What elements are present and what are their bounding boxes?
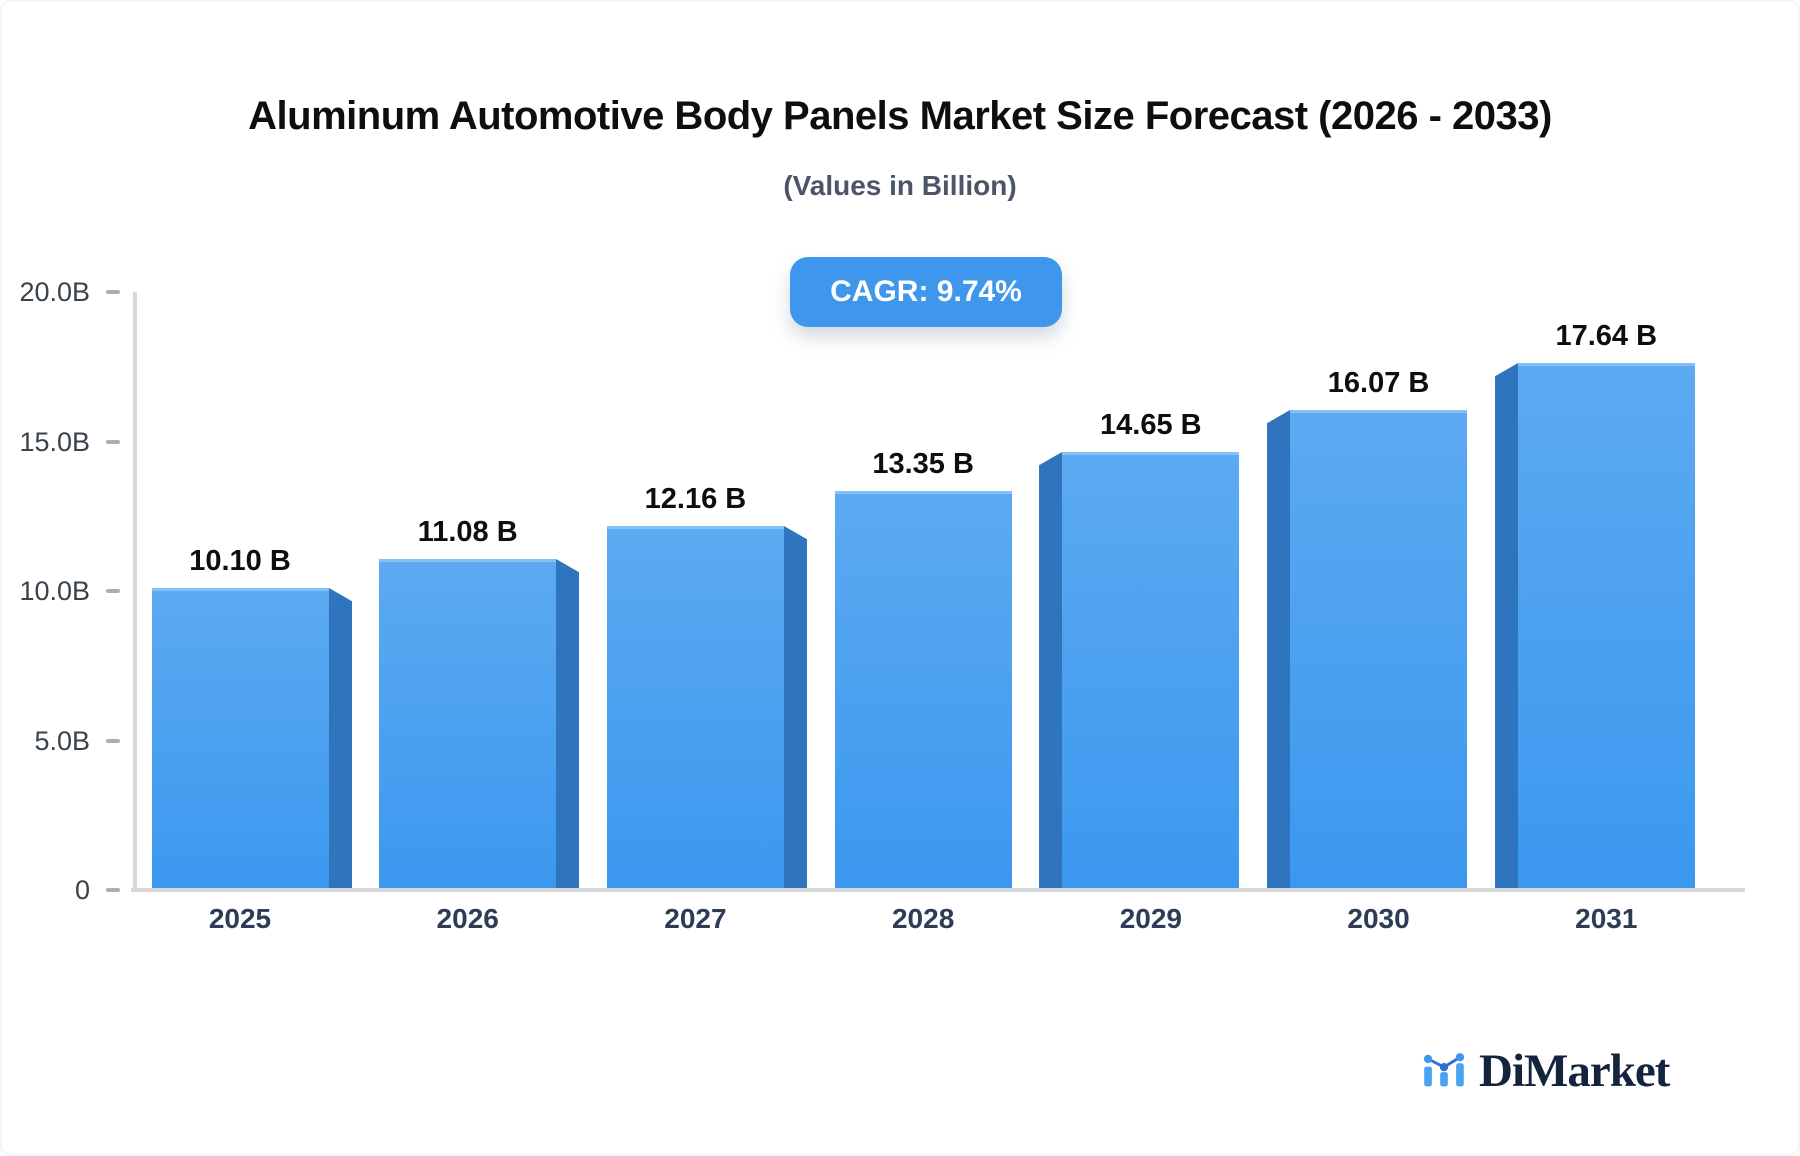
bar-2029 [1039,451,1262,890]
x-axis-tick-label: 2031 [1575,903,1638,934]
bar-face [606,526,784,890]
brand-logo: DiMarket [1422,1036,1670,1106]
bar-3d-side [1039,451,1063,890]
y-axis-tick-label: 10.0B [19,576,90,606]
bar-2025 [129,588,352,890]
x-axis-tick-label: 2025 [208,903,272,934]
y-axis-tick-label: 15.0B [19,426,90,457]
bar-3d-side [1267,409,1291,890]
x-axis-line [131,888,1745,892]
y-axis-tick-label: 20.0B [19,277,90,307]
bar-face [379,558,557,890]
chart-subtitle: (Values in Billion) [783,170,1017,201]
chart-title: Aluminum Automotive Body Panels Market S… [248,94,1552,138]
bar-3d-side [556,558,580,890]
bar-line-chart-icon [1423,1053,1465,1087]
bar-face [1517,362,1695,890]
bar-value-label: 12.16 B [644,483,747,516]
x-axis-tick-label: 2028 [891,903,955,934]
bar-2028 [812,490,1035,890]
bar-value-label: 10.10 B [189,545,291,577]
bar-3d-side [783,526,807,890]
bar-2030 [1267,409,1490,890]
bar-face [1290,409,1468,890]
cagr-badge: CAGR: 9.74% [790,257,1062,327]
cagr-badge-label: CAGR: 9.74% [830,275,1022,308]
bar-3d-side [1494,362,1518,890]
bar-3d-side [328,588,352,890]
x-axis-tick-label: 2027 [664,903,727,934]
bar-value-label: 14.65 B [1100,408,1202,441]
bar-2026 [356,558,580,890]
bar-face [834,490,1012,890]
bar-face [151,588,329,890]
bar-value-label: 13.35 B [872,447,974,480]
bar-value-label: 17.64 B [1555,319,1658,352]
y-axis-tick-mark [106,439,120,444]
x-axis-tick-label: 2030 [1347,903,1410,934]
y-axis-tick-mark [106,589,120,593]
bar-2031 [1494,362,1718,890]
x-axis-tick-label: 2026 [436,903,499,934]
bar-value-label: 16.07 B [1327,366,1430,399]
bar-2027 [584,526,807,890]
y-axis-tick-mark [106,888,120,892]
y-axis-tick-mark [106,738,120,743]
x-axis-tick-label: 2029 [1119,903,1182,934]
y-axis-tick-mark [106,290,120,294]
brand-name: DiMarket [1479,1045,1670,1097]
bar-value-label: 11.08 B [417,515,518,548]
y-axis-tick-label: 0 [74,875,90,905]
bar-face [1062,451,1240,890]
y-axis-line [133,292,137,892]
y-axis-tick-label: 5.0B [34,725,90,756]
